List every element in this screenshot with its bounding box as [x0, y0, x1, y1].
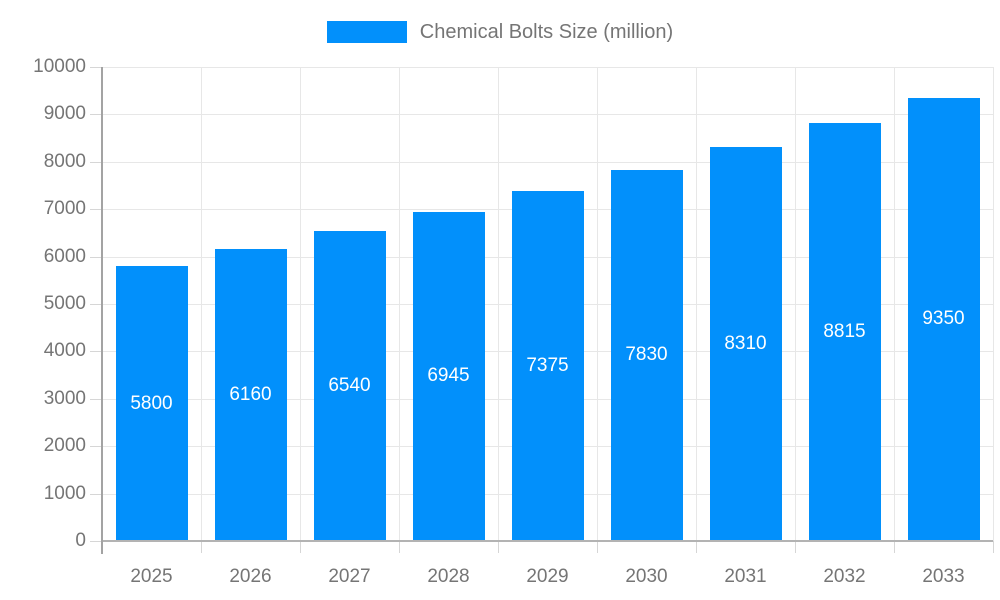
h-gridline: [102, 161, 993, 163]
v-gridline: [300, 67, 301, 541]
bar-2033[interactable]: [907, 97, 980, 541]
y-axis-tick: [90, 304, 102, 305]
legend-swatch: [326, 21, 407, 43]
x-axis-label: 2027: [328, 566, 371, 587]
x-axis-tick: [399, 541, 400, 553]
x-axis-label: 2030: [625, 566, 668, 587]
x-axis-line: [102, 540, 993, 542]
bar-2029[interactable]: [511, 191, 584, 541]
bar-2025[interactable]: [115, 266, 188, 541]
y-axis-label: 7000: [43, 198, 86, 220]
y-axis-tick: [90, 209, 102, 211]
legend-label: Chemical Bolts Size (million): [419, 21, 674, 43]
y-axis-label: 8000: [43, 150, 86, 172]
y-axis-tick: [90, 351, 102, 353]
bar-2028[interactable]: [412, 211, 485, 541]
v-gridline: [993, 67, 994, 541]
bar-2027[interactable]: [313, 231, 386, 541]
y-axis-tick: [90, 67, 102, 68]
h-gridline: [102, 114, 993, 116]
legend-item[interactable]: Chemical Bolts Size (million): [0, 21, 1000, 43]
x-axis-label: 2031: [724, 566, 767, 587]
y-axis-line: [101, 67, 103, 554]
y-axis-label: 10000: [33, 56, 86, 77]
x-axis-tick: [894, 541, 895, 553]
bar-2032[interactable]: [808, 123, 881, 541]
x-axis-tick: [300, 541, 301, 553]
v-gridline: [597, 67, 598, 541]
y-axis-tick: [90, 446, 102, 448]
y-axis-tick: [90, 161, 102, 163]
y-axis-label: 6000: [43, 245, 86, 267]
x-axis-label: 2025: [130, 566, 173, 587]
x-axis-tick: [795, 541, 796, 553]
y-axis-label: 9000: [43, 103, 86, 125]
y-axis-tick: [90, 398, 102, 400]
x-axis-tick: [597, 541, 598, 553]
y-axis-label: 1000: [43, 482, 86, 504]
x-axis-label: 2026: [229, 566, 272, 587]
v-gridline: [201, 67, 202, 541]
bar-2026[interactable]: [214, 249, 287, 541]
x-axis-tick: [498, 541, 499, 553]
y-axis-label: 5000: [43, 293, 86, 314]
y-axis-label: 2000: [43, 435, 86, 457]
bar-2031[interactable]: [709, 147, 782, 541]
y-axis-tick: [90, 114, 102, 116]
x-axis-tick: [696, 541, 697, 553]
x-axis-label: 2028: [427, 566, 470, 587]
y-axis-label: 0: [75, 530, 86, 551]
x-axis-label: 2032: [823, 566, 866, 587]
x-axis-label: 2033: [922, 566, 965, 587]
x-axis-tick: [201, 541, 202, 553]
y-axis-tick: [90, 256, 102, 258]
y-axis-label: 3000: [43, 387, 86, 409]
y-axis-tick: [90, 541, 102, 542]
x-axis-tick: [993, 541, 994, 553]
v-gridline: [498, 67, 499, 541]
y-axis-label: 4000: [43, 340, 86, 362]
y-axis-tick: [90, 493, 102, 495]
x-axis-label: 2029: [526, 566, 569, 587]
v-gridline: [399, 67, 400, 541]
v-gridline: [894, 67, 895, 541]
bar-2030[interactable]: [610, 169, 683, 541]
h-gridline: [102, 67, 993, 68]
v-gridline: [795, 67, 796, 541]
v-gridline: [696, 67, 697, 541]
